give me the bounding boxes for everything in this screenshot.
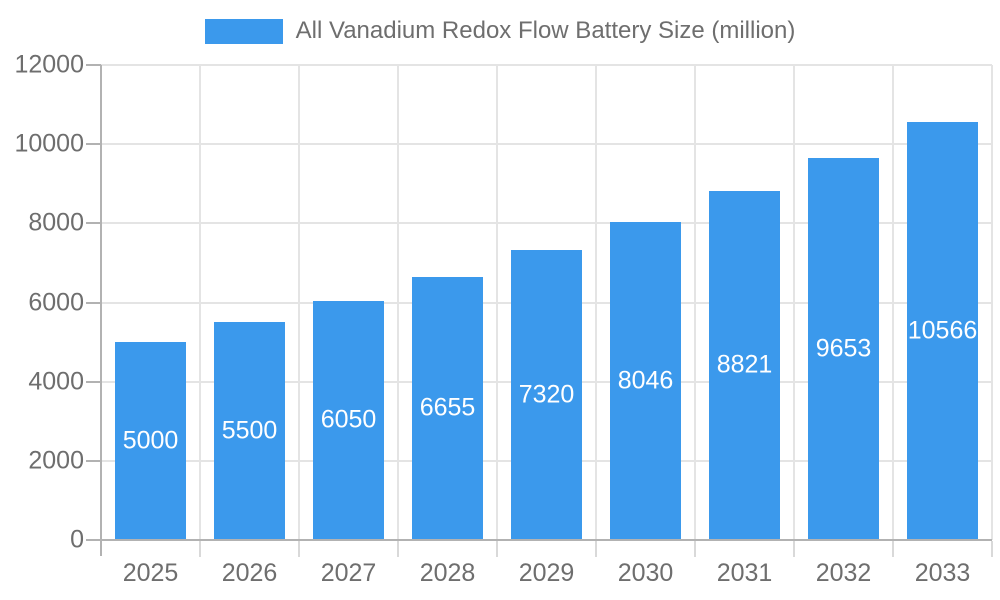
y-tick-label: 12000 <box>14 50 84 79</box>
x-tick-label: 2029 <box>518 559 575 587</box>
y-tick-label: 2000 <box>28 446 84 475</box>
legend-swatch-icon <box>204 18 283 44</box>
y-axis-tick <box>86 459 101 462</box>
bar-value-label: 6050 <box>320 405 377 434</box>
bar-value-label: 6655 <box>419 393 476 422</box>
y-tick-label: 10000 <box>14 129 84 158</box>
x-tick-label: 2031 <box>716 559 773 587</box>
y-axis-labels: 0 2000 4000 6000 8000 10000 12000 <box>0 0 84 600</box>
x-axis-baseline <box>101 539 992 541</box>
bar-value-label: 10566 <box>907 316 978 345</box>
gridline-horizontal <box>101 143 992 146</box>
y-tick-label: 0 <box>70 525 84 554</box>
y-tick-label: 8000 <box>28 208 84 237</box>
x-axis-tick <box>595 541 597 557</box>
x-axis-tick <box>298 541 300 557</box>
gridline-vertical <box>595 65 597 540</box>
bar-2032[interactable]: 9653 <box>808 157 879 540</box>
x-tick-label: 2033 <box>914 559 971 587</box>
x-axis-tick <box>694 541 696 557</box>
plot-area: 5000 5500 6050 6655 7320 8046 8821 9653 10566 <box>86 64 993 557</box>
bar-2026[interactable]: 5500 <box>214 322 285 540</box>
bar-2033[interactable]: 10566 <box>907 121 978 540</box>
bar-value-label: 7320 <box>518 380 575 409</box>
bar-value-label: 5500 <box>221 416 278 445</box>
y-axis-tick <box>86 143 101 146</box>
bar-2030[interactable]: 8046 <box>610 221 681 540</box>
x-axis-tick <box>892 541 894 557</box>
x-tick-label: 2030 <box>617 559 674 587</box>
bar-2031[interactable]: 8821 <box>709 190 780 540</box>
gridline-vertical <box>199 65 201 540</box>
y-tick-label: 6000 <box>28 288 84 316</box>
x-axis-tick <box>199 541 201 557</box>
x-axis-labels: 2025 2026 2027 2028 2029 2030 2031 2032 2033 <box>101 558 992 592</box>
x-axis-tick <box>793 541 795 557</box>
x-tick-label: 2026 <box>221 559 278 587</box>
gridline-vertical <box>892 65 894 540</box>
y-axis-tick <box>86 64 101 66</box>
bar-value-label: 8821 <box>716 350 773 379</box>
bar-2027[interactable]: 6050 <box>313 300 384 540</box>
gridline-vertical <box>496 65 498 540</box>
gridline-vertical <box>694 65 696 540</box>
legend-label: All Vanadium Redox Flow Battery Size (mi… <box>295 17 796 44</box>
x-axis-tick <box>991 541 993 557</box>
gridline-vertical <box>397 65 399 540</box>
x-axis-tick <box>397 541 399 557</box>
gridline-vertical <box>991 65 993 540</box>
bar-value-label: 9653 <box>815 334 872 363</box>
y-axis-tick <box>86 301 101 304</box>
y-axis-tick <box>86 539 101 541</box>
bar-2029[interactable]: 7320 <box>511 250 582 540</box>
x-tick-label: 2028 <box>419 559 476 587</box>
x-tick-label: 2027 <box>320 559 377 587</box>
bar-value-label: 5000 <box>122 426 179 455</box>
bar-2028[interactable]: 6655 <box>412 276 483 540</box>
y-tick-label: 4000 <box>28 367 84 396</box>
y-axis-line <box>100 65 102 556</box>
chart-legend[interactable]: All Vanadium Redox Flow Battery Size (mi… <box>0 17 1000 45</box>
gridline-vertical <box>793 65 795 540</box>
x-tick-label: 2032 <box>815 559 872 587</box>
y-axis-tick <box>86 222 101 225</box>
gridline-vertical <box>298 65 300 540</box>
gridline-horizontal <box>101 64 992 66</box>
y-axis-tick <box>86 380 101 383</box>
bar-2025[interactable]: 5000 <box>115 342 186 540</box>
bar-value-label: 8046 <box>617 366 674 395</box>
x-axis-tick <box>496 541 498 557</box>
x-tick-label: 2025 <box>122 559 179 587</box>
gridline-horizontal <box>101 222 992 225</box>
